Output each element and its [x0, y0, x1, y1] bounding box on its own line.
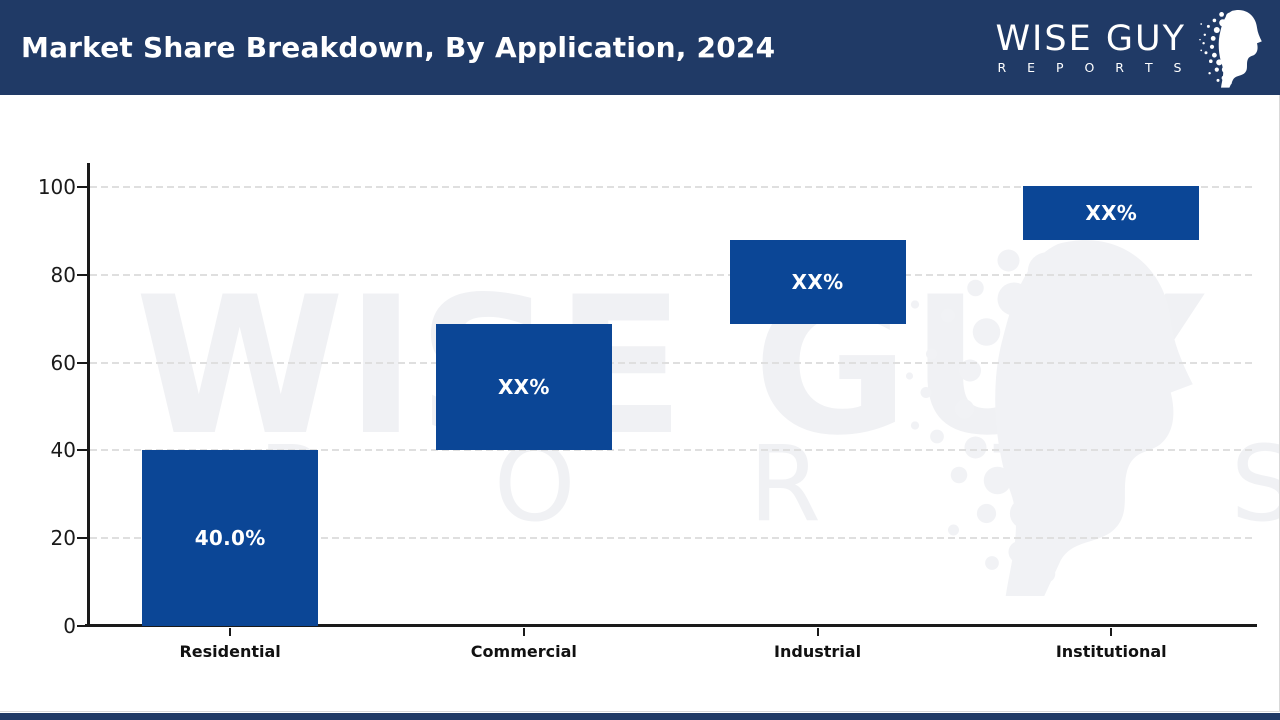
canvas-bottom-border [0, 710, 1280, 712]
logo-subtitle: R E P O R T S [997, 60, 1190, 76]
x-tick-mark [1110, 628, 1113, 636]
gridline-y80 [90, 273, 1256, 276]
y-tick-mark [77, 625, 88, 627]
y-tick-label: 40 [50, 438, 76, 463]
header-bar: Market Share Breakdown, By Application, … [0, 0, 1280, 95]
bar-industrial: XX% [729, 239, 906, 324]
bar-value-label: XX% [497, 375, 550, 400]
y-tick-mark [77, 361, 88, 364]
x-category-label: Institutional [1055, 642, 1167, 661]
chart-title: Market Share Breakdown, By Application, … [21, 31, 776, 64]
y-tick-label: 0 [63, 614, 76, 638]
x-tick-mark [229, 628, 232, 636]
plot-area: 0 20 40 60 80 100 40.0% Residential XX% Commercia… [0, 95, 1280, 720]
gridline-y40 [90, 449, 1256, 452]
bar-value-label: XX% [1085, 200, 1138, 225]
y-tick-mark [77, 186, 88, 188]
y-tick-label: 60 [50, 350, 76, 375]
x-category-label: Industrial [774, 642, 862, 661]
footer-accent-strip [0, 713, 1280, 720]
gridline-y20 [90, 537, 1256, 540]
gridline-y60 [90, 361, 1256, 364]
bar-institutional: XX% [1023, 185, 1200, 240]
bar-value-label: 40.0% [194, 526, 266, 551]
x-category-label: Commercial [470, 642, 577, 661]
logo-wordmark: WISE GUY [995, 18, 1186, 59]
logo-text: WISE GUY R E P O R T S [991, 18, 1190, 76]
y-tick-mark [77, 537, 88, 540]
wise-guy-logo: WISE GUY R E P O R T S [991, 4, 1266, 92]
bar-residential: 40.0% [142, 450, 319, 626]
y-tick-mark [77, 449, 88, 452]
y-axis-line [87, 163, 90, 624]
x-category-label: Residential [179, 642, 281, 661]
gridline-y100 [90, 186, 1256, 188]
dotted-head-logo-icon [1194, 6, 1266, 90]
y-tick-label: 100 [37, 175, 76, 199]
y-tick-mark [77, 273, 88, 276]
x-tick-mark [522, 628, 525, 636]
canvas-right-border [1278, 95, 1280, 712]
y-tick-label: 80 [50, 262, 76, 287]
x-axis-line [85, 624, 1257, 627]
bar-value-label: XX% [791, 269, 844, 294]
bar-commercial: XX% [435, 323, 612, 451]
y-tick-label: 20 [50, 526, 76, 551]
x-tick-mark [816, 628, 819, 636]
